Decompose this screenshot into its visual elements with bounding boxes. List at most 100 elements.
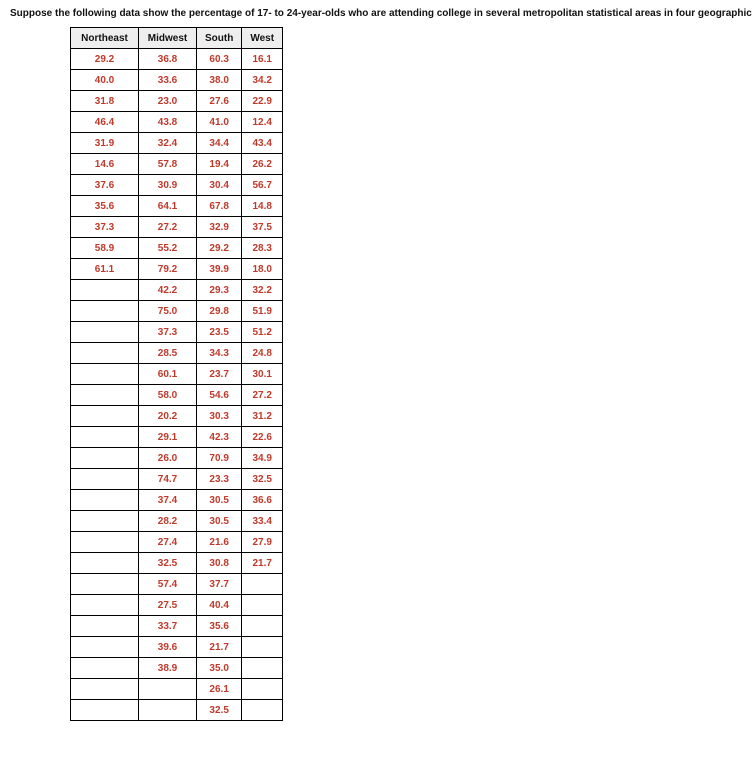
table-cell xyxy=(71,343,139,364)
table-cell: 51.2 xyxy=(242,322,283,343)
table-cell: 41.0 xyxy=(197,112,242,133)
table-cell: 42.3 xyxy=(197,427,242,448)
table-row: 38.935.0 xyxy=(71,658,283,679)
table-cell xyxy=(242,700,283,721)
table-cell: 32.2 xyxy=(242,280,283,301)
table-cell: 58.0 xyxy=(139,385,197,406)
table-row: 31.932.434.443.4 xyxy=(71,133,283,154)
table-cell: 27.9 xyxy=(242,532,283,553)
table-cell: 27.2 xyxy=(242,385,283,406)
table-cell: 21.7 xyxy=(242,553,283,574)
table-cell: 43.8 xyxy=(139,112,197,133)
table-cell xyxy=(71,280,139,301)
table-cell: 35.6 xyxy=(71,196,139,217)
table-cell: 74.7 xyxy=(139,469,197,490)
table-cell: 37.5 xyxy=(242,217,283,238)
table-row: 29.236.860.316.1 xyxy=(71,49,283,70)
table-row: 27.421.627.9 xyxy=(71,532,283,553)
table-cell: 23.3 xyxy=(197,469,242,490)
table-row: 29.142.322.6 xyxy=(71,427,283,448)
table-row: 28.230.533.4 xyxy=(71,511,283,532)
table-cell xyxy=(242,658,283,679)
table-cell: 14.8 xyxy=(242,196,283,217)
table-row: 46.443.841.012.4 xyxy=(71,112,283,133)
table-cell: 37.4 xyxy=(139,490,197,511)
table-cell: 30.3 xyxy=(197,406,242,427)
table-row: 37.630.930.456.7 xyxy=(71,175,283,196)
table-cell xyxy=(242,595,283,616)
table-row: 58.054.627.2 xyxy=(71,385,283,406)
table-cell xyxy=(242,637,283,658)
table-cell: 37.3 xyxy=(139,322,197,343)
table-cell: 28.3 xyxy=(242,238,283,259)
table-cell: 30.9 xyxy=(139,175,197,196)
table-cell: 21.6 xyxy=(197,532,242,553)
table-row: 57.437.7 xyxy=(71,574,283,595)
table-row: 37.327.232.937.5 xyxy=(71,217,283,238)
table-cell: 29.3 xyxy=(197,280,242,301)
table-cell: 56.7 xyxy=(242,175,283,196)
table-cell: 22.6 xyxy=(242,427,283,448)
table-cell: 29.2 xyxy=(197,238,242,259)
table-cell xyxy=(71,406,139,427)
table-row: 74.723.332.5 xyxy=(71,469,283,490)
table-cell: 32.5 xyxy=(139,553,197,574)
table-cell: 28.2 xyxy=(139,511,197,532)
table-cell xyxy=(71,637,139,658)
data-table: Northeast Midwest South West 29.236.860.… xyxy=(70,27,283,721)
table-cell: 30.5 xyxy=(197,490,242,511)
table-cell xyxy=(71,595,139,616)
table-cell: 26.1 xyxy=(197,679,242,700)
table-cell: 24.8 xyxy=(242,343,283,364)
table-cell xyxy=(71,574,139,595)
table-body: 29.236.860.316.140.033.638.034.231.823.0… xyxy=(71,49,283,721)
table-cell xyxy=(71,553,139,574)
table-row: 37.323.551.2 xyxy=(71,322,283,343)
table-cell xyxy=(71,490,139,511)
table-cell: 30.5 xyxy=(197,511,242,532)
table-cell: 20.2 xyxy=(139,406,197,427)
table-cell: 57.4 xyxy=(139,574,197,595)
table-cell xyxy=(139,700,197,721)
table-cell xyxy=(71,301,139,322)
table-cell: 40.0 xyxy=(71,70,139,91)
table-cell xyxy=(71,658,139,679)
table-cell: 51.9 xyxy=(242,301,283,322)
table-cell: 31.9 xyxy=(71,133,139,154)
table-cell: 60.3 xyxy=(197,49,242,70)
table-cell: 12.4 xyxy=(242,112,283,133)
table-row: 60.123.730.1 xyxy=(71,364,283,385)
table-cell: 34.3 xyxy=(197,343,242,364)
table-cell xyxy=(71,427,139,448)
table-cell: 39.6 xyxy=(139,637,197,658)
table-cell: 23.0 xyxy=(139,91,197,112)
table-cell: 23.7 xyxy=(197,364,242,385)
table-cell: 16.1 xyxy=(242,49,283,70)
table-cell: 26.2 xyxy=(242,154,283,175)
table-cell: 35.0 xyxy=(197,658,242,679)
table-cell: 46.4 xyxy=(71,112,139,133)
table-cell xyxy=(242,574,283,595)
table-cell xyxy=(71,448,139,469)
table-cell: 35.6 xyxy=(197,616,242,637)
table-cell: 32.5 xyxy=(242,469,283,490)
table-cell: 40.4 xyxy=(197,595,242,616)
table-row: 35.664.167.814.8 xyxy=(71,196,283,217)
table-cell: 42.2 xyxy=(139,280,197,301)
table-cell xyxy=(71,469,139,490)
table-row: 42.229.332.2 xyxy=(71,280,283,301)
table-cell: 32.4 xyxy=(139,133,197,154)
table-row: 14.657.819.426.2 xyxy=(71,154,283,175)
table-cell: 23.5 xyxy=(197,322,242,343)
table-cell: 27.6 xyxy=(197,91,242,112)
table-cell xyxy=(71,616,139,637)
table-cell: 38.0 xyxy=(197,70,242,91)
table-cell: 33.7 xyxy=(139,616,197,637)
table-cell: 30.8 xyxy=(197,553,242,574)
table-row: 26.1 xyxy=(71,679,283,700)
table-cell: 29.1 xyxy=(139,427,197,448)
table-row: 37.430.536.6 xyxy=(71,490,283,511)
table-cell xyxy=(71,679,139,700)
table-cell: 32.5 xyxy=(197,700,242,721)
table-cell: 70.9 xyxy=(197,448,242,469)
